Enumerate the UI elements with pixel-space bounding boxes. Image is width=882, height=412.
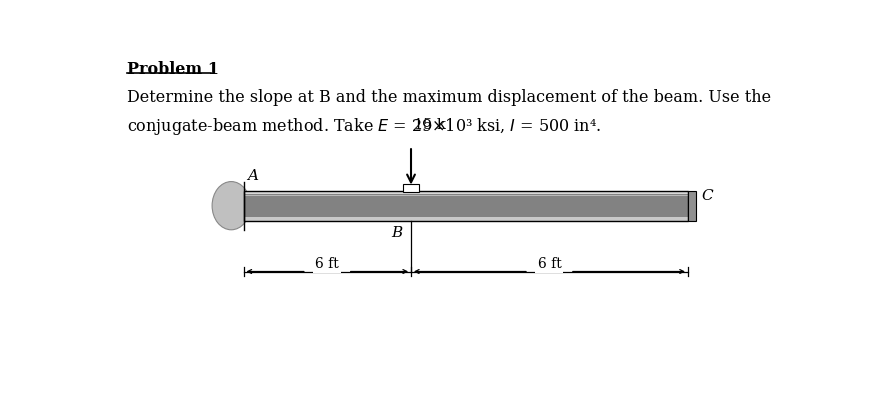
Bar: [243, 195, 688, 196]
Bar: [688, 191, 696, 221]
Bar: [403, 184, 419, 192]
Text: B: B: [392, 225, 403, 239]
Text: 6 ft: 6 ft: [316, 257, 340, 271]
Bar: [243, 194, 688, 217]
Text: Problem 1: Problem 1: [127, 61, 220, 77]
Text: 15 k: 15 k: [415, 118, 446, 132]
Text: 6 ft: 6 ft: [537, 257, 561, 271]
Bar: [243, 217, 688, 221]
Text: A: A: [247, 169, 258, 183]
Bar: [243, 191, 688, 194]
Ellipse shape: [212, 182, 250, 230]
Text: C: C: [701, 189, 714, 203]
Text: Determine the slope at B and the maximum displacement of the beam. Use the: Determine the slope at B and the maximum…: [127, 89, 772, 106]
Text: conjugate-beam method. Take $E$ = 29×10³ ksi, $I$ = 500 in⁴.: conjugate-beam method. Take $E$ = 29×10³…: [127, 116, 602, 137]
Bar: [243, 191, 688, 221]
